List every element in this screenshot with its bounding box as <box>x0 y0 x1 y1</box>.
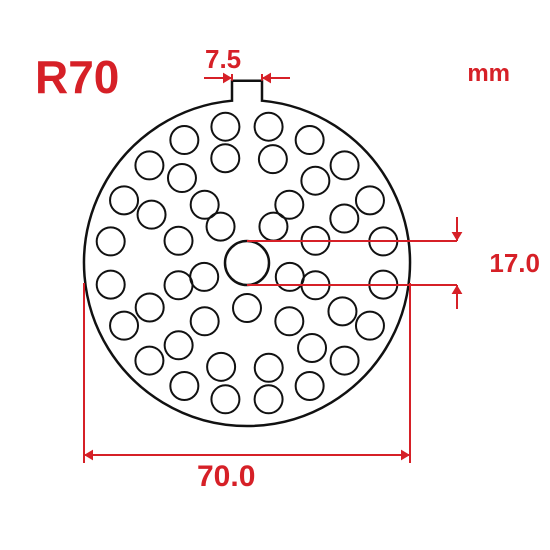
hole <box>298 334 326 362</box>
hole <box>255 113 283 141</box>
diagram-container: R70 mm 7.5 17.0 70.0 <box>0 0 550 550</box>
hole <box>331 151 359 179</box>
hole <box>255 385 283 413</box>
hole <box>356 186 384 214</box>
arrowhead <box>262 73 271 84</box>
hole <box>301 167 329 195</box>
diagram-svg <box>0 0 550 550</box>
hole <box>276 263 304 291</box>
hole <box>207 353 235 381</box>
hole <box>190 263 218 291</box>
hole <box>170 126 198 154</box>
hole <box>165 331 193 359</box>
hole <box>211 144 239 172</box>
hole <box>97 227 125 255</box>
hole <box>135 151 163 179</box>
hole <box>170 372 198 400</box>
hole <box>275 307 303 335</box>
hole <box>165 227 193 255</box>
center-bore <box>225 241 269 285</box>
hole <box>168 164 196 192</box>
arrowhead <box>223 73 232 84</box>
hole <box>211 385 239 413</box>
hole <box>211 113 239 141</box>
hole <box>135 347 163 375</box>
hole <box>259 213 287 241</box>
hole <box>165 271 193 299</box>
arrowhead <box>452 285 463 294</box>
hole <box>296 372 324 400</box>
hole <box>110 312 138 340</box>
hole <box>110 186 138 214</box>
arrowhead <box>401 450 410 461</box>
arrowhead <box>452 232 463 241</box>
hole <box>207 213 235 241</box>
hole <box>296 126 324 154</box>
hole <box>259 145 287 173</box>
hole <box>330 205 358 233</box>
hole <box>136 293 164 321</box>
hole <box>191 307 219 335</box>
hole <box>328 297 356 325</box>
plate-outline <box>84 81 410 426</box>
hole <box>138 201 166 229</box>
arrowhead <box>84 450 93 461</box>
hole <box>331 347 359 375</box>
hole <box>255 354 283 382</box>
hole <box>97 271 125 299</box>
hole <box>233 294 261 322</box>
hole <box>356 312 384 340</box>
